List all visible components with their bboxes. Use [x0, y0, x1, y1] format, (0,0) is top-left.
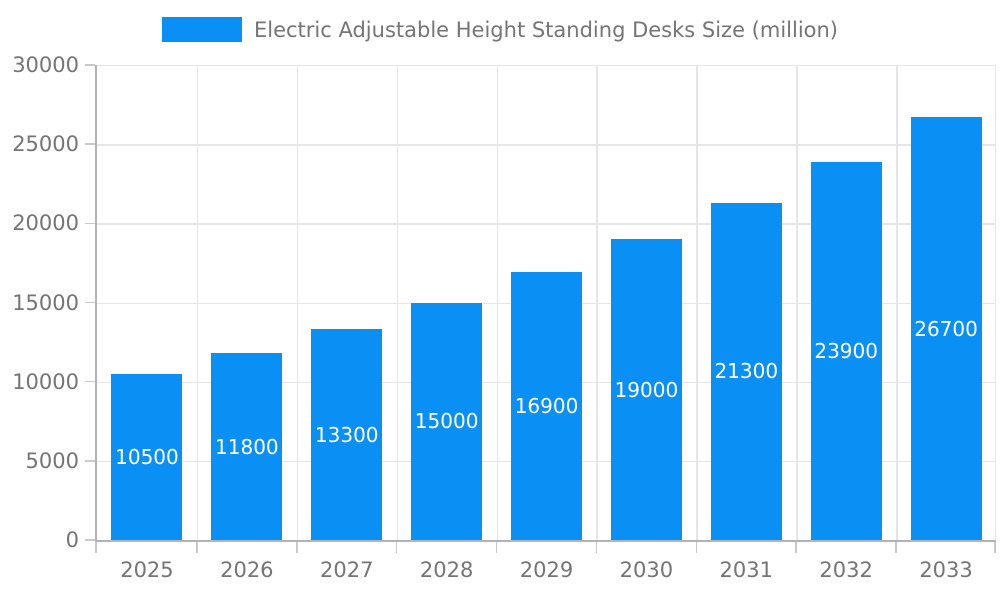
gridline-vertical — [994, 65, 996, 540]
bar-value-label: 19000 — [614, 377, 679, 402]
gridline-vertical — [296, 65, 299, 540]
gridline-vertical — [896, 65, 898, 540]
bar-2028[interactable]: 15000 — [411, 302, 483, 540]
x-axis-tick-label: 2028 — [419, 558, 474, 582]
legend[interactable]: Electric Adjustable Height Standing Desk… — [161, 17, 839, 42]
x-axis-tick-label: 2032 — [819, 558, 873, 582]
bar-value-label: 26700 — [914, 316, 978, 341]
x-axis-tick-mark — [495, 542, 498, 553]
x-axis-tick-mark — [196, 542, 198, 553]
gridline-horizontal — [97, 223, 996, 225]
y-axis-tick-mark — [85, 539, 95, 541]
gridline-vertical — [496, 65, 498, 540]
legend-label: Electric Adjustable Height Standing Desk… — [253, 17, 839, 42]
y-axis-tick-label: 10000 — [12, 369, 79, 394]
x-axis-tick-mark — [695, 542, 698, 553]
bar-value-label: 10500 — [115, 444, 179, 469]
gridline-vertical — [196, 65, 199, 540]
y-axis-tick-mark — [85, 143, 95, 145]
x-axis-tick-label: 2031 — [719, 558, 773, 582]
bar-2032[interactable]: 23900 — [810, 161, 882, 540]
gridline-vertical — [696, 65, 698, 540]
bar-2030[interactable]: 19000 — [610, 239, 682, 540]
x-axis-tick-mark — [795, 542, 798, 553]
x-axis-tick-mark — [395, 542, 398, 553]
plot-area: 0 5000 10000 15000 20000 25000 30000 10500 2025 1… — [12, 53, 996, 582]
gridline-horizontal — [97, 65, 996, 67]
bar-2031[interactable]: 21300 — [710, 202, 782, 540]
y-axis-tick-label: 25000 — [12, 132, 79, 157]
x-axis-tick-label: 2033 — [919, 558, 973, 582]
x-axis-tick-label: 2025 — [120, 558, 174, 582]
y-axis-tick-label: 30000 — [12, 53, 79, 77]
y-axis-tick-label: 15000 — [12, 290, 79, 315]
x-axis-tick-mark — [595, 542, 598, 553]
bar-value-label: 15000 — [414, 409, 479, 434]
bar-value-label: 11800 — [215, 434, 279, 459]
x-axis-tick-mark — [994, 542, 996, 553]
gridline-horizontal — [97, 144, 996, 146]
y-axis-tick-mark — [85, 460, 95, 462]
y-axis-tick-label: 0 — [65, 528, 79, 552]
y-axis-tick-mark — [85, 380, 95, 383]
bar-2033[interactable]: 26700 — [910, 117, 982, 540]
x-axis-tick-label: 2030 — [619, 558, 674, 582]
x-axis-tick-mark — [295, 542, 298, 553]
y-axis-tick-label: 5000 — [25, 448, 79, 473]
x-axis-tick-label: 2029 — [519, 558, 574, 582]
bar-2026[interactable]: 11800 — [211, 353, 283, 540]
bar-2027[interactable]: 13300 — [311, 329, 383, 540]
bar-value-label: 21300 — [714, 359, 779, 384]
bar-value-label: 13300 — [314, 422, 379, 447]
gridline-vertical — [796, 65, 798, 540]
x-axis-tick-label: 2026 — [220, 558, 274, 582]
y-axis-tick-mark — [85, 301, 95, 304]
legend-swatch — [161, 17, 242, 42]
y-axis-tick-mark — [85, 222, 95, 225]
x-axis-tick-mark — [95, 542, 97, 553]
bar-2029[interactable]: 16900 — [511, 272, 582, 540]
y-axis-tick-mark — [85, 64, 95, 66]
bar-value-label: 16900 — [514, 394, 579, 419]
y-axis-tick-label: 20000 — [12, 211, 79, 236]
gridline-vertical — [596, 65, 598, 540]
bar-value-label: 23900 — [814, 338, 878, 363]
x-axis-tick-mark — [895, 542, 897, 553]
gridline-vertical — [396, 65, 399, 540]
bar-2025[interactable]: 10500 — [111, 373, 183, 540]
x-axis-tick-label: 2027 — [319, 558, 374, 582]
